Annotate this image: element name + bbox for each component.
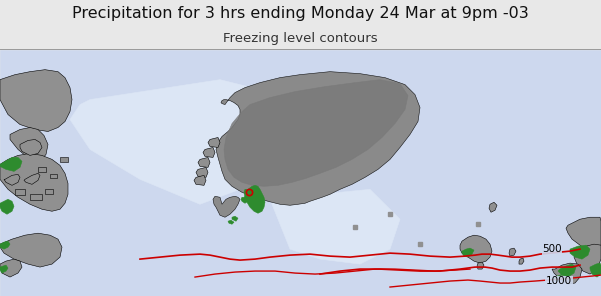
Polygon shape (38, 167, 46, 172)
Polygon shape (45, 189, 53, 194)
Polygon shape (224, 80, 408, 186)
Polygon shape (558, 264, 576, 277)
Polygon shape (24, 173, 40, 184)
Polygon shape (50, 174, 57, 178)
Polygon shape (489, 202, 497, 212)
Polygon shape (590, 263, 601, 277)
Polygon shape (228, 220, 234, 224)
Polygon shape (574, 244, 601, 274)
Polygon shape (519, 258, 524, 264)
Polygon shape (0, 265, 8, 273)
Polygon shape (0, 233, 62, 267)
Polygon shape (4, 174, 20, 185)
Text: Precipitation for 3 hrs ending Monday 24 Mar at 9pm -03: Precipitation for 3 hrs ending Monday 24… (72, 6, 529, 21)
Polygon shape (213, 196, 240, 217)
Polygon shape (20, 139, 42, 155)
Polygon shape (0, 241, 10, 249)
Polygon shape (60, 157, 68, 163)
Polygon shape (460, 235, 492, 263)
Polygon shape (241, 194, 250, 203)
Polygon shape (554, 274, 562, 281)
Polygon shape (0, 259, 22, 277)
Text: 500: 500 (542, 244, 562, 254)
Polygon shape (509, 248, 516, 256)
Polygon shape (462, 248, 474, 257)
Polygon shape (244, 185, 265, 213)
Polygon shape (232, 216, 238, 221)
Polygon shape (198, 157, 210, 167)
Polygon shape (216, 72, 420, 205)
Polygon shape (194, 175, 206, 185)
Polygon shape (570, 245, 590, 259)
Polygon shape (208, 137, 220, 147)
Polygon shape (270, 189, 400, 264)
Polygon shape (0, 70, 72, 131)
Polygon shape (566, 217, 601, 254)
Polygon shape (0, 153, 68, 211)
Polygon shape (196, 167, 208, 177)
Polygon shape (552, 263, 582, 284)
Polygon shape (203, 147, 215, 157)
Polygon shape (30, 194, 42, 200)
Text: 1000: 1000 (546, 276, 572, 286)
Polygon shape (0, 157, 22, 171)
Polygon shape (477, 262, 484, 269)
Polygon shape (15, 189, 25, 195)
Polygon shape (0, 50, 601, 296)
Polygon shape (10, 128, 48, 161)
Text: Freezing level contours: Freezing level contours (223, 32, 378, 45)
Polygon shape (70, 80, 280, 204)
Polygon shape (0, 199, 14, 214)
